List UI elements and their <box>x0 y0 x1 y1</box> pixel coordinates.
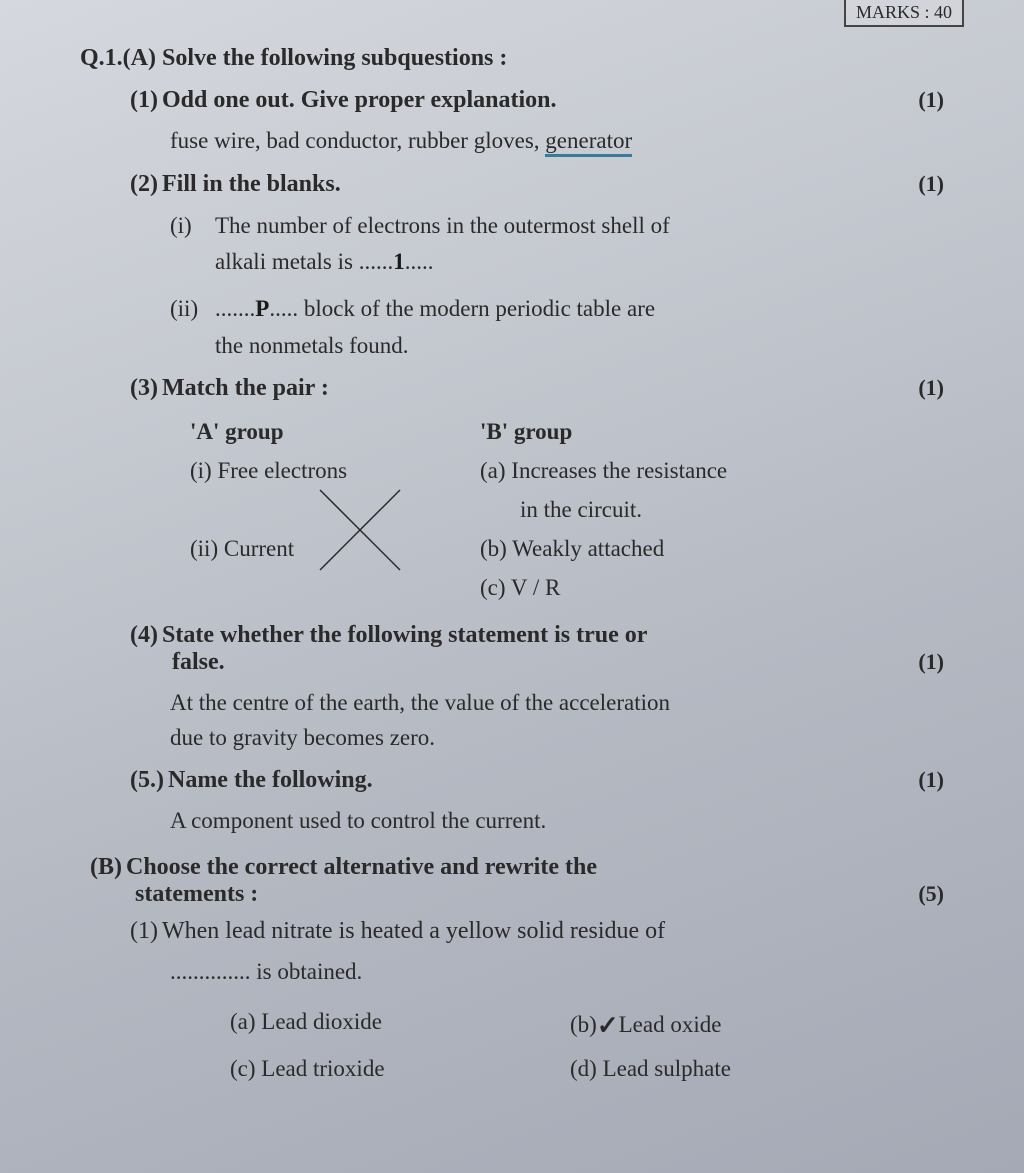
match-grid: 'A' group 'B' group (i) Free electrons (… <box>190 412 964 607</box>
q2-i-text2: alkali metals is ...... <box>215 249 393 274</box>
q5-label: (5.) <box>130 767 164 793</box>
b-q1-text1: When lead nitrate is heated a yellow sol… <box>162 918 665 944</box>
q1-body: fuse wire, bad conductor, rubber gloves,… <box>170 124 964 159</box>
match-a-i-text: Free electrons <box>217 458 347 483</box>
section-b-marks: (5) <box>918 881 944 907</box>
q1-underlined: generator <box>545 128 632 157</box>
q2-ii-text2: ..... block of the modern periodic table… <box>269 296 655 321</box>
q2-label: (2) <box>130 171 158 197</box>
match-b-c: (c) V / R <box>480 568 964 607</box>
q1-marks: (1) <box>918 87 944 113</box>
match-header-b: 'B' group <box>480 412 964 451</box>
q4-title: State whether the following statement is… <box>162 622 647 648</box>
section-b-label: (B) <box>90 854 122 880</box>
match-a-ii: (ii) Current <box>190 529 480 568</box>
opt-c-label: (c) <box>230 1056 256 1081</box>
match-a-ii-text: Current <box>224 536 294 561</box>
match-b-a2: in the circuit. <box>520 490 964 529</box>
q2-i-label: (i) <box>170 208 215 245</box>
q5-body: A component used to control the current. <box>170 804 964 839</box>
match-b-c-text: V / R <box>511 575 560 600</box>
q2-i-text3: ..... <box>405 249 434 274</box>
match-b-b: (b) Weakly attached <box>480 529 964 568</box>
q4-marks: (1) <box>918 649 944 675</box>
match-b-a-text: Increases the resistance <box>511 458 727 483</box>
b-q1-text2: .............. is obtained. <box>170 959 362 984</box>
q1-title: Odd one out. Give proper explanation. <box>162 87 557 113</box>
option-a: (a) Lead dioxide <box>230 1001 570 1048</box>
match-b-a-label: (a) <box>480 458 506 483</box>
question-3: (3) Match the pair : (1) <box>130 375 964 402</box>
question-1: (1) Odd one out. Give proper explanation… <box>130 87 964 114</box>
match-b-b-label: (b) <box>480 536 507 561</box>
q3-marks: (1) <box>918 375 944 401</box>
opt-d-label: (d) <box>570 1056 597 1081</box>
q2-i-text1: The number of electrons in the outermost… <box>215 213 670 238</box>
checkmark-icon: ✓ <box>597 1011 619 1040</box>
opt-d-text: Lead sulphate <box>603 1056 731 1081</box>
opt-a-label: (a) <box>230 1009 256 1034</box>
q5-body-text: A component used to control the current. <box>170 808 546 833</box>
option-b: (b)✓Lead oxide <box>570 1001 910 1048</box>
question-5: (5.) Name the following. (1) <box>130 767 964 794</box>
marks-header-box: MARKS : 40 <box>844 0 964 27</box>
section-a-header: Q.1.(A) Solve the following subquestions… <box>80 45 964 72</box>
match-b-b-text: Weakly attached <box>512 536 664 561</box>
option-d: (d) Lead sulphate <box>570 1048 910 1089</box>
b-q1-label: (1) <box>130 918 158 944</box>
option-grid: (a) Lead dioxide (b)✓Lead oxide (c) Lead… <box>230 1001 964 1089</box>
section-b: (B) Choose the correct alternative and r… <box>80 854 964 908</box>
q1-body-text: fuse wire, bad conductor, rubber gloves, <box>170 128 545 153</box>
match-a-ii-label: (ii) <box>190 536 218 561</box>
match-b-a2-text: in the circuit. <box>520 497 642 522</box>
q5-title: Name the following. <box>168 767 373 793</box>
q2-item-i: (i)The number of electrons in the outerm… <box>170 208 964 282</box>
q1-label: (1) <box>130 87 158 113</box>
section-b-title: Choose the correct alternative and rewri… <box>126 854 597 880</box>
opt-c-text: Lead trioxide <box>261 1056 384 1081</box>
q4-body2: due to gravity becomes zero. <box>170 725 435 750</box>
match-a-i: (i) Free electrons <box>190 451 480 490</box>
b-q1-text2-row: .............. is obtained. <box>170 955 964 990</box>
q3-title: Match the pair : <box>162 375 329 401</box>
question-2: (2) Fill in the blanks. (1) <box>130 171 964 198</box>
question-4: (4) State whether the following statemen… <box>130 622 964 676</box>
exam-paper: MARKS : 40 Q.1.(A) Solve the following s… <box>0 0 1024 1173</box>
section-a-number: Q.1.(A) <box>80 45 156 71</box>
q4-body1: At the centre of the earth, the value of… <box>170 690 670 715</box>
q2-i-answer: 1 <box>393 249 405 274</box>
q2-ii-text3: the nonmetals found. <box>215 333 409 358</box>
q4-label: (4) <box>130 622 158 648</box>
section-b-title2: statements : <box>135 881 258 908</box>
q4-body: At the centre of the earth, the value of… <box>170 686 964 755</box>
opt-a-text: Lead dioxide <box>261 1009 382 1034</box>
opt-b-text: Lead oxide <box>619 1012 722 1037</box>
q2-ii-label: (ii) <box>170 291 215 328</box>
option-c: (c) Lead trioxide <box>230 1048 570 1089</box>
q2-marks: (1) <box>918 171 944 197</box>
marks-header: MARKS : 40 <box>856 2 952 22</box>
q2-ii-answer: P <box>255 296 269 321</box>
match-a-i-label: (i) <box>190 458 212 483</box>
match-b-a: (a) Increases the resistance <box>480 451 964 490</box>
q2-ii-text1: ....... <box>215 296 255 321</box>
q4-title2: false. <box>172 649 225 676</box>
opt-b-label: (b) <box>570 1012 597 1037</box>
q2-item-ii: (ii).......P..... block of the modern pe… <box>170 291 964 365</box>
match-header-a: 'A' group <box>190 412 480 451</box>
match-b-c-label: (c) <box>480 575 506 600</box>
section-b-q1: (1) When lead nitrate is heated a yellow… <box>130 918 964 945</box>
q5-marks: (1) <box>918 767 944 793</box>
section-a-title: Solve the following subquestions : <box>162 45 507 71</box>
q3-label: (3) <box>130 375 158 401</box>
q2-title: Fill in the blanks. <box>162 171 341 197</box>
